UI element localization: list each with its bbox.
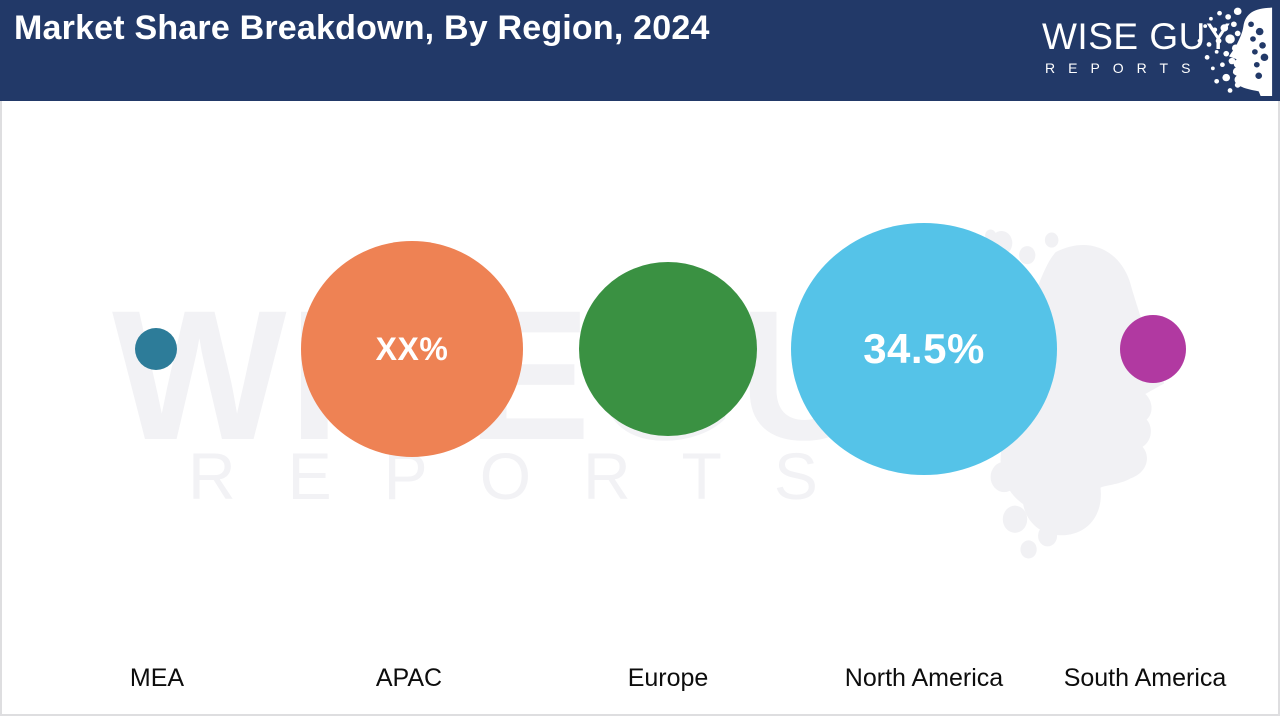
category-label-apac: APAC bbox=[375, 664, 443, 692]
bubble-europe bbox=[579, 262, 757, 436]
bubble-value-label: XX% bbox=[375, 330, 449, 367]
category-label-mea: MEA bbox=[129, 664, 185, 692]
logo-tagline: REPORTS bbox=[1045, 59, 1204, 76]
bubble-north-america: 34.5% bbox=[791, 223, 1057, 475]
logo-face-icon bbox=[1197, 7, 1273, 96]
bubble-apac: XX% bbox=[301, 241, 523, 457]
watermark-small-text: REPORTS bbox=[188, 439, 870, 513]
bubble-value-label: 34.5% bbox=[863, 325, 985, 372]
bubble-south-america bbox=[1120, 315, 1186, 383]
chart-area: WISEGUY REPORTS MEA XX% APAC Europe 34.5% Nor… bbox=[0, 101, 1280, 716]
header-bar: Market Share Breakdown, By Region, 2024 … bbox=[0, 0, 1280, 101]
logo: WISE GUY REPORTS bbox=[1042, 16, 1232, 76]
page-title: Market Share Breakdown, By Region, 2024 bbox=[14, 9, 710, 47]
bubble-mea bbox=[135, 328, 177, 370]
category-label-europe: Europe bbox=[627, 664, 709, 692]
category-label-north-america: North America bbox=[844, 664, 1004, 692]
logo-name: WISE GUY bbox=[1042, 16, 1232, 57]
category-label-south-america: South America bbox=[1063, 664, 1227, 692]
